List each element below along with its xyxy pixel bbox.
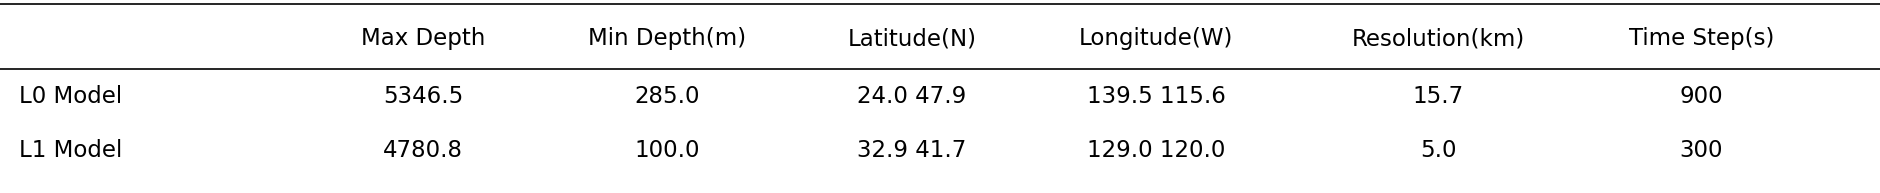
Text: 32.9 41.7: 32.9 41.7 — [857, 139, 966, 162]
Text: Longitude(W): Longitude(W) — [1079, 27, 1233, 50]
Text: 100.0: 100.0 — [635, 139, 699, 162]
Text: 15.7: 15.7 — [1412, 85, 1465, 108]
Text: 139.5 115.6: 139.5 115.6 — [1087, 85, 1226, 108]
Text: 285.0: 285.0 — [635, 85, 699, 108]
Text: 5346.5: 5346.5 — [384, 85, 462, 108]
Text: L1 Model: L1 Model — [19, 139, 122, 162]
Text: 4780.8: 4780.8 — [384, 139, 462, 162]
Text: 5.0: 5.0 — [1419, 139, 1457, 162]
Text: 24.0 47.9: 24.0 47.9 — [857, 85, 966, 108]
Text: Max Depth: Max Depth — [361, 27, 485, 50]
Text: Resolution(km): Resolution(km) — [1352, 27, 1525, 50]
Text: Time Step(s): Time Step(s) — [1628, 27, 1775, 50]
Text: 900: 900 — [1679, 85, 1724, 108]
Text: Latitude(N): Latitude(N) — [848, 27, 976, 50]
Text: 300: 300 — [1679, 139, 1724, 162]
Text: L0 Model: L0 Model — [19, 85, 122, 108]
Text: Min Depth(m): Min Depth(m) — [588, 27, 746, 50]
Text: 129.0 120.0: 129.0 120.0 — [1087, 139, 1226, 162]
